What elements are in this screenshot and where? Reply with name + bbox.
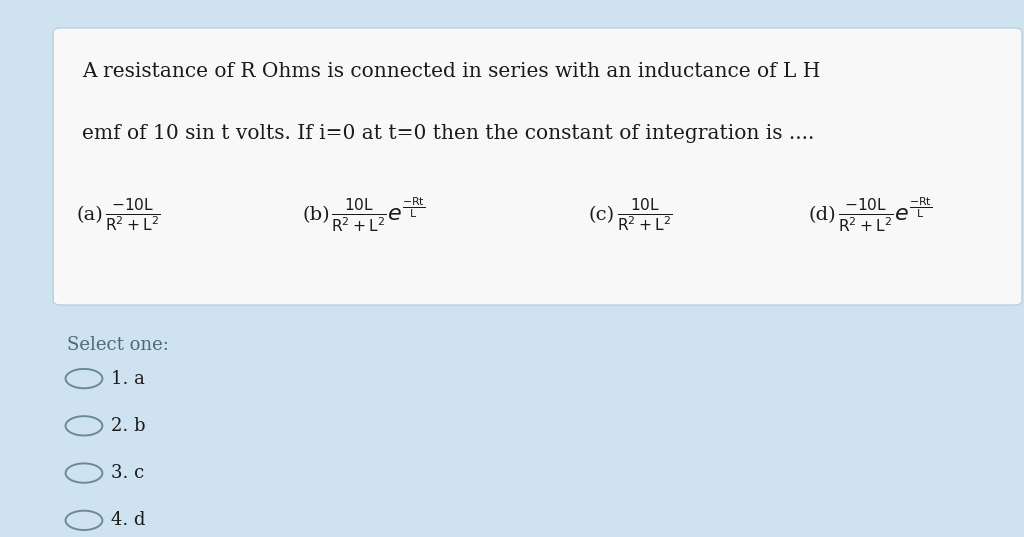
Text: $\mathdefault{\frac{-10L}{R^2+L^2}}$: $\mathdefault{\frac{-10L}{R^2+L^2}}$ xyxy=(105,196,161,234)
Text: (c): (c) xyxy=(589,206,615,224)
Text: Select one:: Select one: xyxy=(67,336,168,354)
Text: (b): (b) xyxy=(302,206,330,224)
Text: (a): (a) xyxy=(77,206,103,224)
Text: 1. a: 1. a xyxy=(111,369,144,388)
Text: 2. b: 2. b xyxy=(111,417,145,435)
Text: emf of 10 sin t volts. If i=0 at t=0 then the constant of integration is ....: emf of 10 sin t volts. If i=0 at t=0 the… xyxy=(82,124,814,142)
FancyBboxPatch shape xyxy=(53,28,1022,305)
Text: $\mathdefault{\frac{10L}{R^2+L^2}}$: $\mathdefault{\frac{10L}{R^2+L^2}}$ xyxy=(617,196,673,234)
Text: (d): (d) xyxy=(809,206,837,224)
Text: 3. c: 3. c xyxy=(111,464,143,482)
Text: A resistance of R Ohms is connected in series with an inductance of L H: A resistance of R Ohms is connected in s… xyxy=(82,62,820,81)
Text: 4. d: 4. d xyxy=(111,511,145,529)
Text: $\mathdefault{\frac{-10L}{R^2+L^2}}e^{\mathdefault{\frac{-Rt}{L}}}$: $\mathdefault{\frac{-10L}{R^2+L^2}}e^{\m… xyxy=(838,195,932,234)
Text: $\mathdefault{\frac{10L}{R^2+L^2}}e^{\mathdefault{\frac{-Rt}{L}}}$: $\mathdefault{\frac{10L}{R^2+L^2}}e^{\ma… xyxy=(331,195,425,234)
